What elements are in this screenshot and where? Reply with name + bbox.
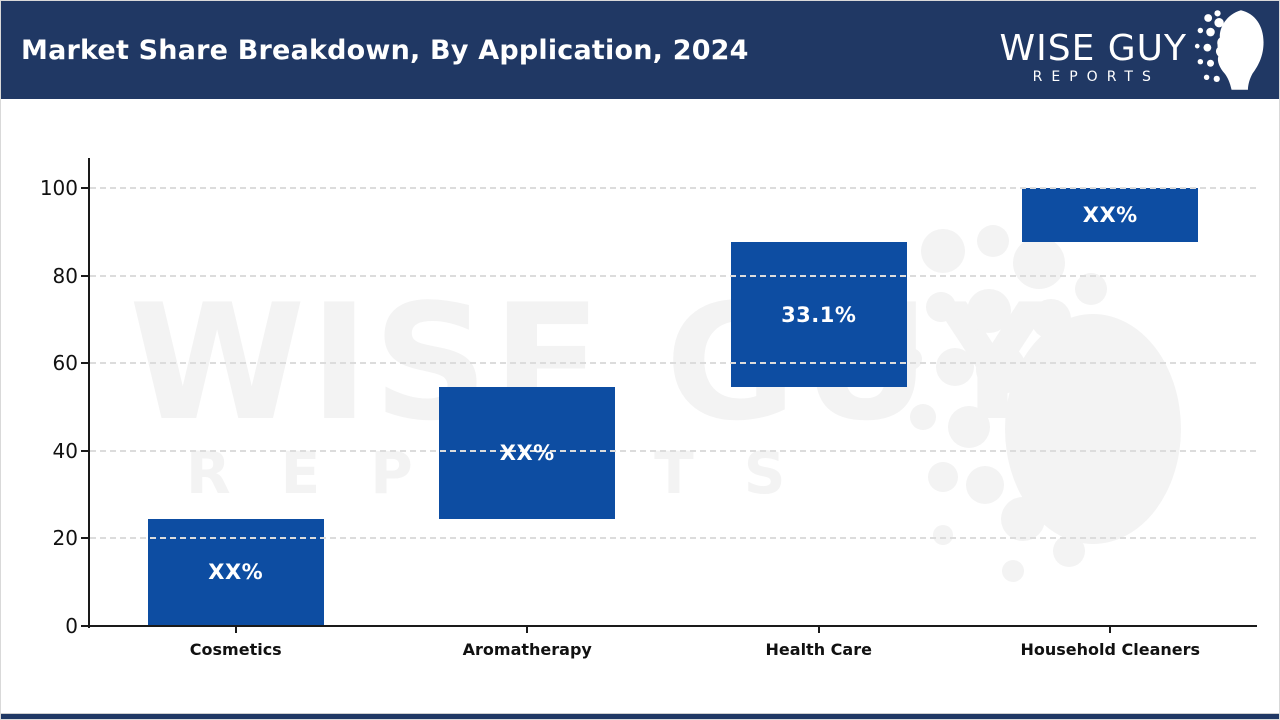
y-axis-tick-label: 60 [52, 351, 78, 376]
y-axis-tick-label: 0 [65, 614, 78, 638]
bar-label-box: XX% [1022, 188, 1198, 242]
bar-value-label: XX% [1082, 203, 1138, 228]
wiseguy-logo: WISE GUY REPORTS [1000, 7, 1270, 93]
gridline-y-40 [90, 449, 1256, 452]
gridline-y-60 [90, 362, 1256, 365]
x-axis-tickmark [526, 627, 529, 633]
footer-divider [1, 713, 1279, 714]
x-axis-tickmark [1109, 627, 1112, 633]
x-axis-tickmark [234, 627, 237, 633]
x-axis-line [88, 625, 1257, 627]
wiseguy-head-icon [1194, 10, 1264, 90]
y-axis-tickmark [81, 274, 88, 277]
bar-aromatherapy [439, 387, 616, 519]
gridline-y-80 [90, 274, 1256, 277]
x-axis-tickmark [817, 627, 820, 633]
y-axis-tick-label: 100 [39, 176, 78, 200]
bar-label-box: 33.1% [731, 242, 907, 387]
gridline-y-100 [90, 187, 1256, 189]
x-category-label: Health Care [765, 640, 872, 659]
x-category-label: Cosmetics [189, 640, 282, 659]
x-category-label: Household Cleaners [1020, 640, 1201, 659]
y-axis-tickmark [81, 537, 88, 540]
y-axis-tick-label: 40 [52, 438, 78, 463]
page-title: Market Share Breakdown, By Application, … [21, 34, 749, 66]
logo-wiseguy-label: WISE GUY [999, 27, 1187, 69]
bar-label-box: XX% [439, 387, 615, 518]
bar-value-label: XX% [499, 440, 555, 465]
y-axis-tickmark [81, 362, 88, 365]
bar-value-label: XX% [208, 560, 264, 585]
bar-label-box: XX% [148, 519, 324, 626]
bar-value-label: 33.1% [781, 302, 857, 327]
header-bar: Market Share Breakdown, By Application, … [1, 1, 1279, 99]
y-axis-tick-label: 80 [52, 263, 78, 288]
y-axis-line [88, 158, 90, 628]
y-axis-tick-label: 20 [52, 526, 78, 551]
y-axis-tickmark [81, 187, 88, 189]
gridline-y-20 [90, 537, 1256, 540]
chart-plot-area: 0 20 40 60 80 100 XX% Cosmetics XX% Aromatherapy 3… [1, 99, 1279, 714]
y-axis-tickmark [81, 449, 88, 452]
bar-household-cleaners [1022, 188, 1199, 243]
watermark-head-icon [900, 225, 1181, 582]
footer-bar [1, 714, 1279, 719]
bar-cosmetics [147, 518, 324, 626]
logo-reports-label: REPORTS [1032, 69, 1160, 86]
x-category-label: Aromatherapy [462, 640, 592, 659]
y-axis-tickmark [81, 625, 88, 627]
wiseguy-logo-text: WISE GUY REPORTS [1000, 29, 1188, 86]
